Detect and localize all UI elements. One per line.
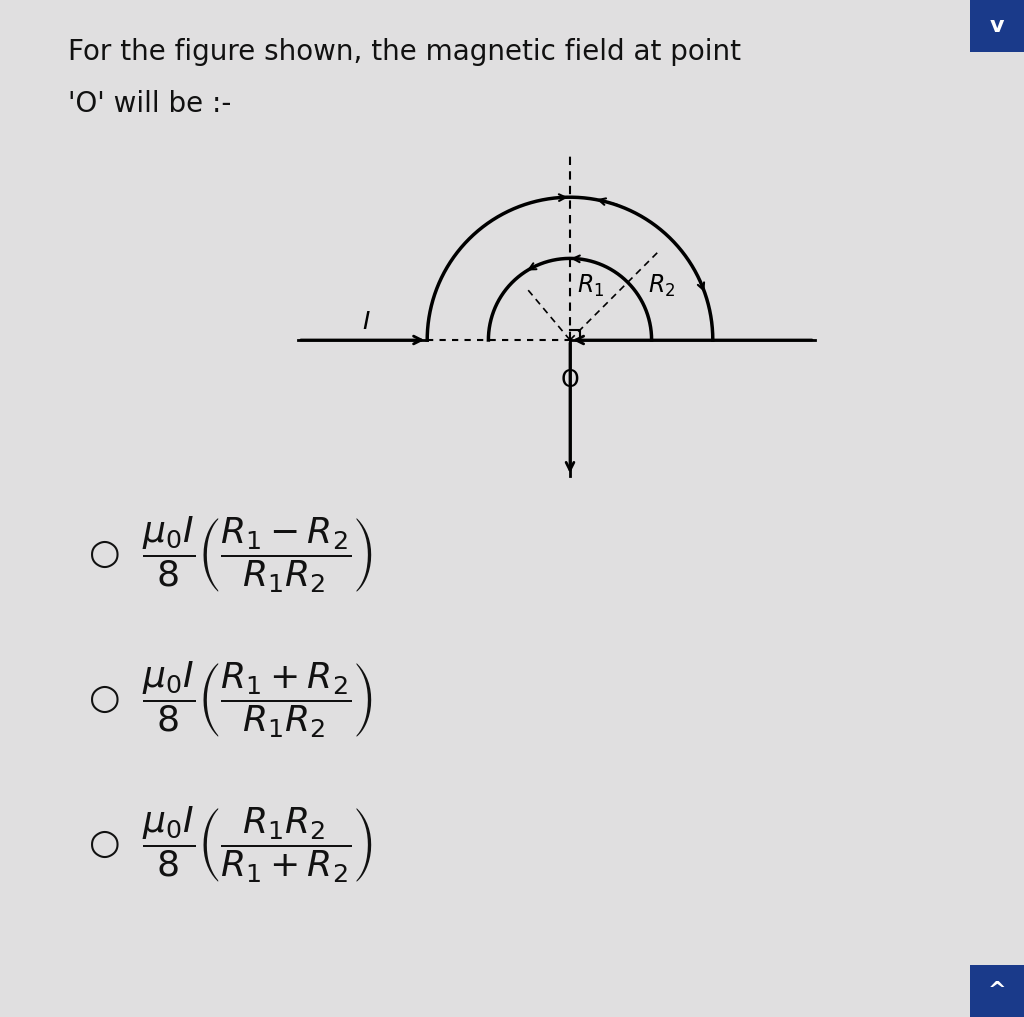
Text: O: O xyxy=(560,368,580,392)
Text: $\bigcirc$  $\dfrac{\mu_0 I}{8}\left(\dfrac{R_1 - R_2}{R_1 R_2}\right)$: $\bigcirc$ $\dfrac{\mu_0 I}{8}\left(\dfr… xyxy=(88,515,373,595)
Text: $R_2$: $R_2$ xyxy=(648,273,676,299)
Bar xyxy=(970,0,1024,52)
Text: 'O' will be :-: 'O' will be :- xyxy=(68,89,231,118)
Text: I: I xyxy=(362,310,370,334)
Text: For the figure shown, the magnetic field at point: For the figure shown, the magnetic field… xyxy=(68,38,741,66)
Text: v: v xyxy=(990,16,1005,36)
Text: ^: ^ xyxy=(988,981,1007,1001)
Bar xyxy=(970,965,1024,1017)
Text: $R_1$: $R_1$ xyxy=(577,273,604,299)
Text: $\bigcirc$  $\dfrac{\mu_0 I}{8}\left(\dfrac{R_1 R_2}{R_1 + R_2}\right)$: $\bigcirc$ $\dfrac{\mu_0 I}{8}\left(\dfr… xyxy=(88,804,373,885)
Text: $\bigcirc$  $\dfrac{\mu_0 I}{8}\left(\dfrac{R_1 + R_2}{R_1 R_2}\right)$: $\bigcirc$ $\dfrac{\mu_0 I}{8}\left(\dfr… xyxy=(88,660,373,740)
